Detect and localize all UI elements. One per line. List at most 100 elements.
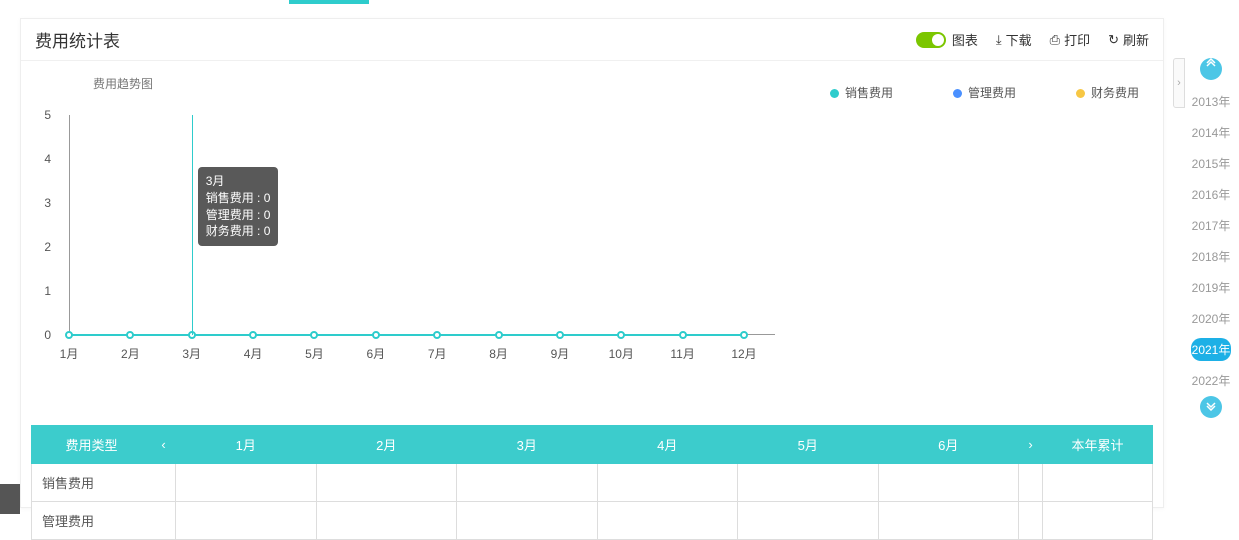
years-scroll-up[interactable]	[1200, 58, 1222, 80]
expense-table: 费用类型‹1月2月3月4月5月6月›本年累计 销售费用管理费用	[31, 425, 1153, 540]
year-item[interactable]: 2017年	[1189, 210, 1233, 241]
print-icon: ⎙	[1050, 32, 1060, 48]
prev-months-button[interactable]: ‹	[152, 426, 176, 464]
data-point	[433, 331, 441, 339]
year-item[interactable]: 2022年	[1189, 365, 1233, 396]
corner-decor	[0, 484, 20, 514]
data-point	[679, 331, 687, 339]
x-tick-label: 12月	[731, 345, 756, 362]
data-point	[495, 331, 503, 339]
years-scroll-down[interactable]	[1200, 396, 1222, 418]
refresh-button[interactable]: ↻ 刷新	[1108, 30, 1149, 49]
row-label: 管理费用	[32, 502, 176, 540]
data-point	[372, 331, 380, 339]
chart-legend: 销售费用 管理费用 财务费用	[69, 84, 1145, 101]
y-tick-label: 5	[44, 108, 51, 122]
page-title: 费用统计表	[35, 27, 120, 52]
data-point	[617, 331, 625, 339]
toggle-switch-icon	[916, 32, 946, 48]
year-sidebar: 2013年2014年2015年2016年2017年2018年2019年2020年…	[1189, 58, 1233, 424]
main-panel: 费用统计表 图表 ⤓ 下载 ⎙ 打印 ↻ 刷新 费用趋势图 销售费用管理费用财务…	[20, 18, 1164, 508]
y-tick-label: 3	[44, 196, 51, 210]
cell	[316, 502, 457, 540]
refresh-label: 刷新	[1123, 30, 1149, 49]
chart-plot: 012345 1月2月3月4月5月6月7月8月9月10月11月12月3月销售费用…	[69, 115, 1145, 375]
x-tick-label: 3月	[182, 345, 201, 362]
chart-highlight-line	[192, 115, 193, 335]
cell-total	[1043, 464, 1153, 502]
year-item[interactable]: 2020年	[1189, 303, 1233, 334]
data-point	[249, 331, 257, 339]
col-month: 3月	[457, 426, 598, 464]
y-tick-label: 4	[44, 152, 51, 166]
download-label: 下载	[1006, 30, 1032, 49]
y-tick-label: 1	[44, 284, 51, 298]
cell	[176, 502, 317, 540]
x-tick-label: 1月	[60, 345, 79, 362]
year-item[interactable]: 2021年	[1191, 338, 1231, 361]
year-item[interactable]: 2016年	[1189, 179, 1233, 210]
cell-nav-spacer	[1019, 464, 1043, 502]
table-row: 管理费用	[32, 502, 1153, 540]
cell	[176, 464, 317, 502]
cell-nav-spacer	[1019, 502, 1043, 540]
collapse-handle[interactable]: ›	[1173, 58, 1185, 108]
col-month: 5月	[738, 426, 879, 464]
cell	[738, 464, 879, 502]
year-item[interactable]: 2015年	[1189, 148, 1233, 179]
legend-dot-icon	[953, 89, 962, 98]
year-item[interactable]: 2013年	[1189, 86, 1233, 117]
legend-dot-icon	[1076, 89, 1085, 98]
data-point	[310, 331, 318, 339]
col-month: 4月	[597, 426, 738, 464]
col-type: 费用类型	[32, 426, 152, 464]
data-point	[126, 331, 134, 339]
active-tab-indicator	[289, 0, 369, 4]
x-tick-label: 11月	[670, 345, 694, 362]
x-tick-label: 9月	[551, 345, 570, 362]
data-point	[65, 331, 73, 339]
row-label: 销售费用	[32, 464, 176, 502]
x-tick-label: 4月	[244, 345, 263, 362]
cell	[597, 464, 738, 502]
legend-item[interactable]: 管理费用	[923, 86, 1016, 100]
chart-toggle[interactable]: 图表	[916, 30, 978, 49]
cell	[457, 502, 598, 540]
x-tick-label: 7月	[428, 345, 447, 362]
col-month: 2月	[316, 426, 457, 464]
download-button[interactable]: ⤓ 下载	[996, 30, 1032, 49]
year-item[interactable]: 2018年	[1189, 241, 1233, 272]
year-item[interactable]: 2014年	[1189, 117, 1233, 148]
cell	[457, 464, 598, 502]
legend-item[interactable]: 销售费用	[800, 86, 893, 100]
next-months-button[interactable]: ›	[1019, 426, 1043, 464]
download-icon: ⤓	[996, 32, 1002, 48]
x-tick-label: 6月	[366, 345, 385, 362]
panel-header: 费用统计表 图表 ⤓ 下载 ⎙ 打印 ↻ 刷新	[21, 19, 1163, 61]
chart-toggle-label: 图表	[952, 30, 978, 49]
cell-total	[1043, 502, 1153, 540]
print-label: 打印	[1064, 30, 1090, 49]
cell	[878, 502, 1019, 540]
chart-tooltip: 3月销售费用 : 0管理费用 : 0财务费用 : 0	[198, 167, 279, 246]
x-tick-label: 2月	[121, 345, 140, 362]
cell	[316, 464, 457, 502]
col-month: 1月	[176, 426, 317, 464]
cell	[597, 502, 738, 540]
table-row: 销售费用	[32, 464, 1153, 502]
print-button[interactable]: ⎙ 打印	[1050, 30, 1090, 49]
legend-dot-icon	[830, 89, 839, 98]
x-tick-label: 5月	[305, 345, 324, 362]
chevron-right-icon: ›	[1177, 77, 1181, 89]
cell	[738, 502, 879, 540]
col-total: 本年累计	[1043, 426, 1153, 464]
data-point	[740, 331, 748, 339]
y-tick-label: 0	[44, 328, 51, 342]
chart-area: 费用趋势图 销售费用管理费用财务费用 012345 1月2月3月4月5月6月7月…	[21, 61, 1163, 395]
plot-grid	[69, 115, 775, 335]
year-item[interactable]: 2019年	[1189, 272, 1233, 303]
x-tick-label: 10月	[609, 345, 634, 362]
legend-item[interactable]: 财务费用	[1046, 86, 1139, 100]
data-point	[556, 331, 564, 339]
x-tick-label: 8月	[489, 345, 508, 362]
